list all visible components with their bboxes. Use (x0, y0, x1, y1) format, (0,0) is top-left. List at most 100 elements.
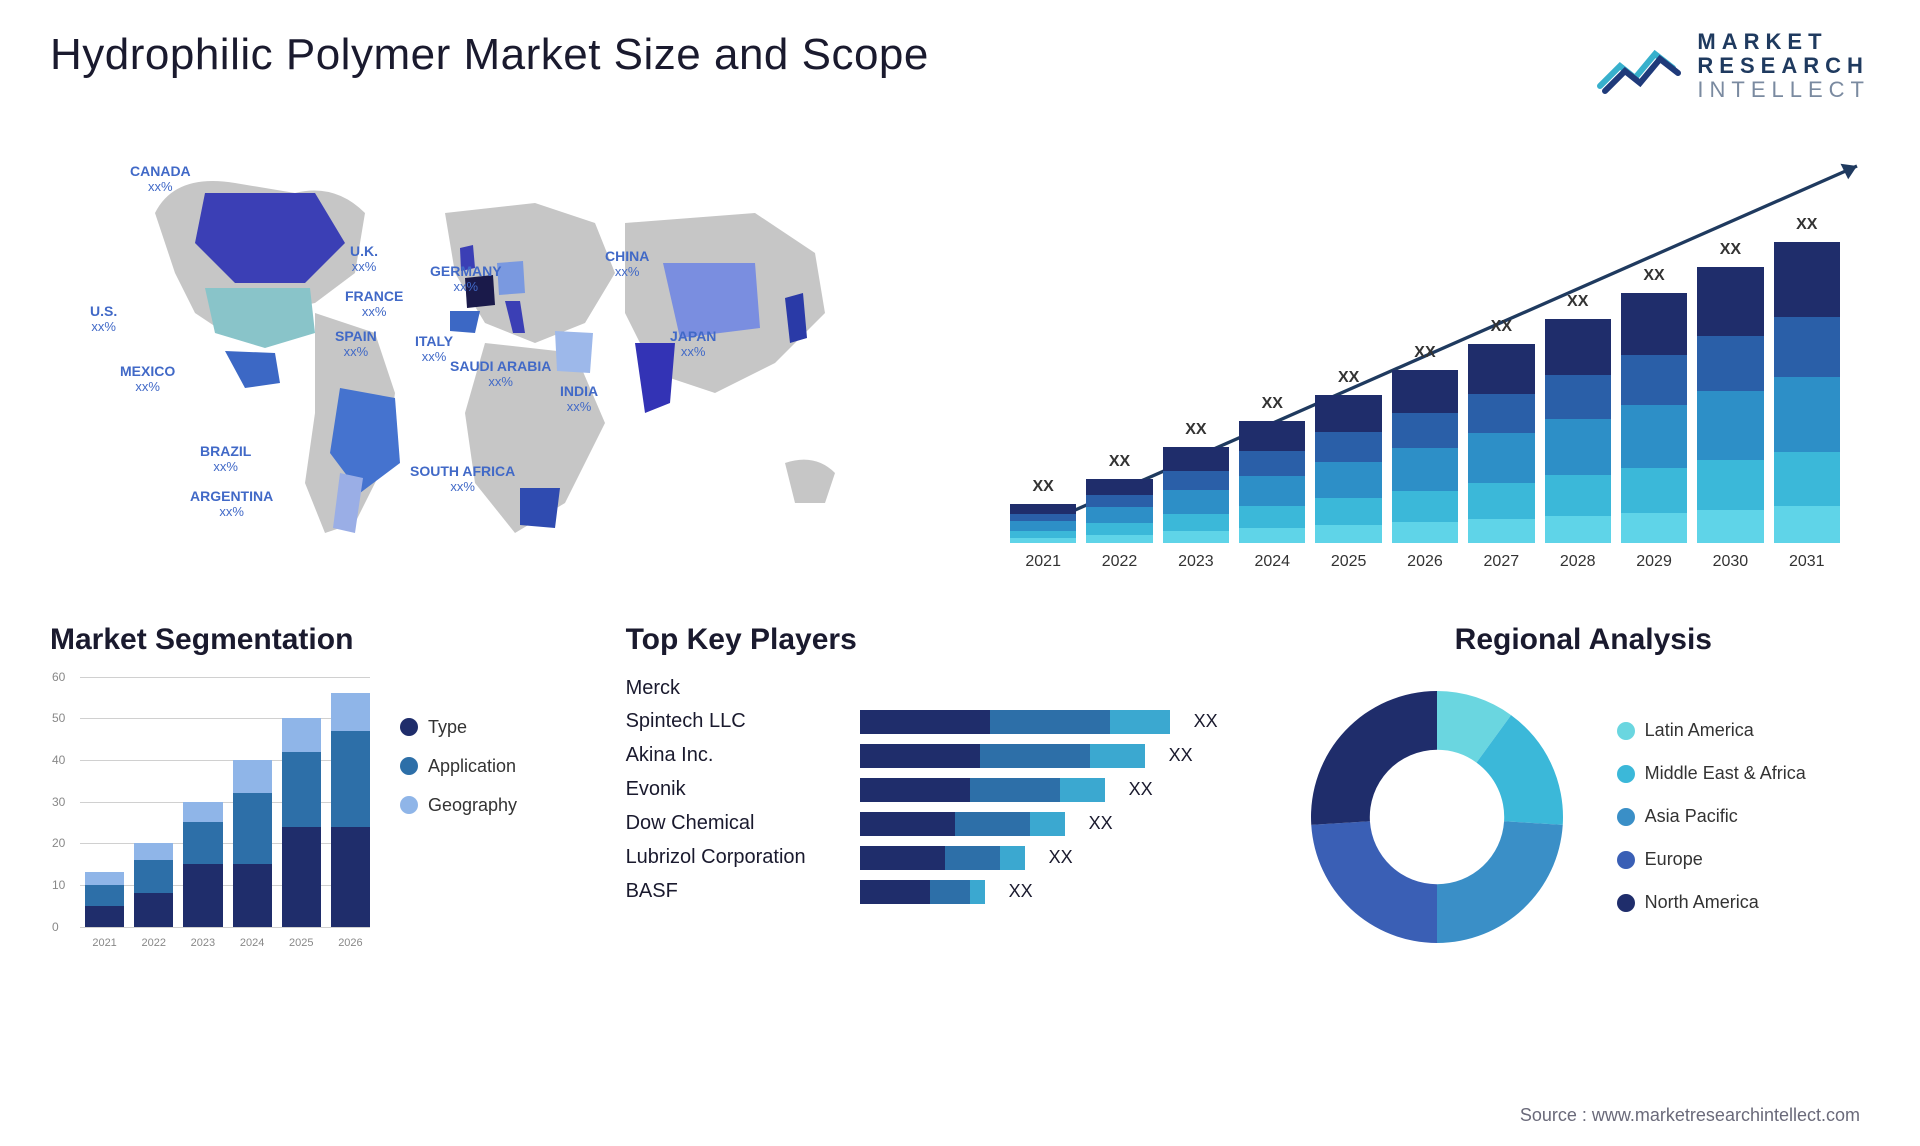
bar-segment (1621, 293, 1687, 355)
x-tick: 2023 (191, 937, 215, 949)
bar-segment (1468, 394, 1534, 434)
bar-segment (1774, 377, 1840, 452)
bar-segment (1621, 468, 1687, 513)
map-label: SAUDI ARABIAxx% (450, 358, 551, 390)
map-label: U.K.xx% (350, 243, 378, 275)
player-value: XX (1169, 745, 1193, 766)
y-tick: 40 (52, 753, 65, 767)
gridline (80, 927, 370, 928)
map-label: ARGENTINAxx% (190, 488, 273, 520)
logo-icon (1595, 36, 1685, 96)
segmentation-title: Market Segmentation (50, 623, 576, 657)
brand-logo: MARKET RESEARCH INTELLECT (1595, 30, 1870, 103)
legend-item: Middle East & Africa (1617, 763, 1806, 784)
bar-segment (1468, 483, 1534, 519)
bar-segment (1774, 242, 1840, 317)
map-label: SPAINxx% (335, 328, 377, 360)
main-bar: XX2030 (1697, 267, 1763, 542)
seg-bar: 2026 (331, 693, 370, 926)
map-region-china (663, 263, 760, 338)
player-name: Merck (626, 677, 846, 700)
bar-segment (1697, 267, 1763, 336)
player-bar (860, 812, 1065, 836)
bar-segment (860, 744, 980, 768)
bar-segment (1010, 514, 1076, 522)
main-bar: XX2022 (1086, 479, 1152, 543)
x-tick: 2024 (240, 937, 264, 949)
bar-segment (1060, 778, 1105, 802)
player-bar (860, 880, 985, 904)
bar-segment (1621, 405, 1687, 467)
bar-year-label: 2028 (1560, 553, 1596, 571)
legend-label: Latin America (1645, 720, 1754, 741)
bar-segment (1468, 519, 1534, 543)
player-row: Lubrizol CorporationXX (626, 846, 1247, 870)
bar-segment (134, 893, 173, 926)
bar-value-label: XX (1414, 344, 1435, 362)
bar-segment (233, 793, 272, 864)
donut-slice (1311, 821, 1437, 943)
bar-value-label: XX (1643, 267, 1664, 285)
bar-segment (1315, 395, 1381, 432)
bar-segment (980, 744, 1090, 768)
y-tick: 50 (52, 711, 65, 725)
x-tick: 2026 (338, 937, 362, 949)
seg-bar: 2024 (233, 760, 272, 927)
bar-segment (1697, 460, 1763, 510)
player-value: XX (1009, 881, 1033, 902)
bar-segment (183, 864, 222, 927)
bar-segment (860, 710, 990, 734)
legend-label: Asia Pacific (1645, 806, 1738, 827)
logo-text-3: INTELLECT (1697, 78, 1870, 102)
bar-year-label: 2030 (1713, 553, 1749, 571)
player-row: BASFXX (626, 880, 1247, 904)
main-bar: XX2025 (1315, 395, 1381, 542)
map-label: GERMANYxx% (430, 263, 502, 295)
bar-segment (1086, 479, 1152, 495)
seg-bar: 2022 (134, 843, 173, 926)
bar-segment (1086, 523, 1152, 535)
map-region-spain (450, 311, 480, 333)
legend-label: Europe (1645, 849, 1703, 870)
regional-legend: Latin America Middle East & Africa Asia Pa… (1617, 720, 1806, 913)
bar-segment (233, 864, 272, 927)
legend-item: Asia Pacific (1617, 806, 1806, 827)
map-label: JAPANxx% (670, 328, 716, 360)
bar-segment (1090, 744, 1145, 768)
bar-value-label: XX (1338, 369, 1359, 387)
player-row: EvonikXX (626, 778, 1247, 802)
bar-segment (331, 827, 370, 927)
player-row: Akina Inc.XX (626, 744, 1247, 768)
seg-bar: 2025 (282, 718, 321, 926)
map-label: SOUTH AFRICAxx% (410, 463, 515, 495)
regional-title: Regional Analysis (1297, 623, 1870, 657)
bar-segment (134, 843, 173, 860)
bar-segment (1392, 370, 1458, 413)
bar-segment (1697, 510, 1763, 543)
logo-text-1: MARKET (1697, 30, 1870, 54)
source-text: Source : www.marketresearchintellect.com (1520, 1105, 1860, 1126)
bar-segment (282, 827, 321, 927)
bar-segment (1545, 516, 1611, 543)
donut-slice (1311, 691, 1437, 825)
bar-segment (1239, 528, 1305, 543)
seg-bar: 2021 (85, 872, 124, 926)
y-tick: 0 (52, 920, 59, 934)
bar-year-label: 2022 (1102, 553, 1138, 571)
bar-segment (1468, 344, 1534, 394)
y-tick: 10 (52, 878, 65, 892)
players-title: Top Key Players (626, 623, 1247, 657)
bar-value-label: XX (1033, 478, 1054, 496)
bar-segment (1315, 432, 1381, 461)
map-region-india (635, 343, 675, 413)
bar-year-label: 2027 (1484, 553, 1520, 571)
legend-dot (1617, 722, 1635, 740)
bar-segment (1000, 846, 1025, 870)
player-row: Spintech LLCXX (626, 710, 1247, 734)
bar-value-label: XX (1567, 293, 1588, 311)
bar-segment (1392, 491, 1458, 522)
bar-segment (1315, 462, 1381, 499)
y-tick: 30 (52, 795, 65, 809)
main-bar: XX2023 (1163, 447, 1229, 543)
legend-item: Latin America (1617, 720, 1806, 741)
